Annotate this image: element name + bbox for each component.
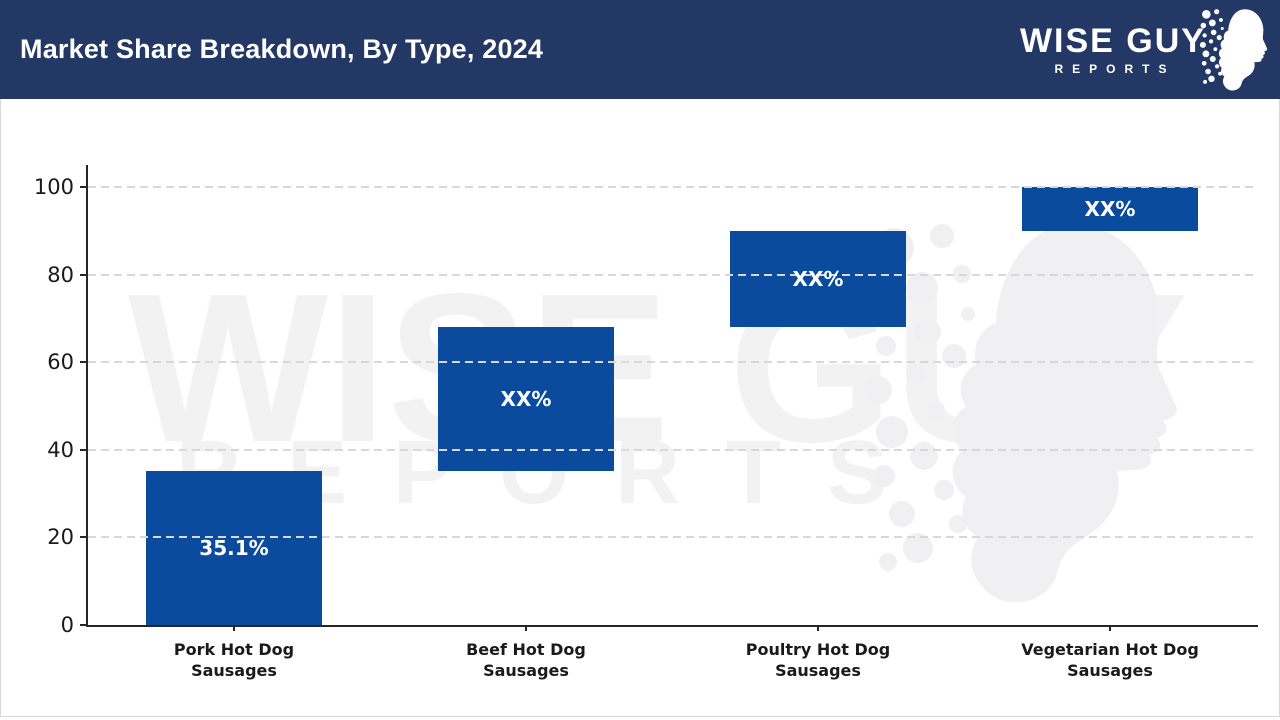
gridline-20 xyxy=(88,536,1254,539)
x-tick-mark xyxy=(817,625,819,631)
bar-vegetarian-hot-dog-sausages xyxy=(1022,187,1198,231)
category-label-poultry-hot-dog-sausages: Poultry Hot Dog Sausages xyxy=(745,640,891,680)
y-tick-label-0: 0 xyxy=(60,613,74,637)
logo-name: WISE GUY xyxy=(1019,22,1206,61)
page-title: Market Share Breakdown, By Type, 2024 xyxy=(20,34,544,64)
y-tick-mark xyxy=(80,186,88,188)
y-tick-label-40: 40 xyxy=(47,437,74,462)
gridline-100 xyxy=(88,186,1254,188)
logo-text: WISE GUY REPORTS xyxy=(1019,22,1206,76)
bar-poultry-hot-dog-sausages xyxy=(730,230,906,328)
bar-value-label-beef-hot-dog-sausages: XX% xyxy=(500,387,552,412)
y-tick-mark xyxy=(80,361,88,364)
x-axis-line xyxy=(86,625,1258,627)
bar-value-label-poultry-hot-dog-sausages: XX% xyxy=(792,266,844,291)
category-label-beef-hot-dog-sausages: Beef Hot Dog Sausages xyxy=(466,640,586,680)
x-tick-mark xyxy=(1109,625,1111,631)
gridline-40 xyxy=(88,448,1254,451)
category-label-vegetarian-hot-dog-sausages: Vegetarian Hot Dog Sausages xyxy=(1021,640,1199,680)
logo-face-icon xyxy=(1192,7,1274,93)
bar-pork-hot-dog-sausages xyxy=(146,471,322,625)
y-tick-label-100: 100 xyxy=(33,175,74,199)
bar-value-label-vegetarian-hot-dog-sausages: XX% xyxy=(1084,196,1136,221)
category-label-pork-hot-dog-sausages: Pork Hot Dog Sausages xyxy=(173,640,295,680)
y-tick-label-20: 20 xyxy=(47,525,74,550)
x-tick-mark xyxy=(525,625,527,631)
logo-subname: REPORTS xyxy=(1054,61,1176,76)
gridline-60 xyxy=(88,361,1254,364)
y-axis-line xyxy=(86,165,88,627)
bar-value-label-pork-hot-dog-sausages: 35.1% xyxy=(199,536,269,561)
header: Market Share Breakdown, By Type, 2024 WI… xyxy=(0,0,1280,99)
y-tick-label-60: 60 xyxy=(47,350,74,375)
y-tick-mark xyxy=(80,624,88,626)
y-tick-mark xyxy=(80,273,88,276)
plot-area: 35.1% Pork Hot Dog Sausages XX% Beef Hot Do… xyxy=(34,175,1256,680)
x-tick-mark xyxy=(233,625,235,631)
wise-guy-reports-logo: WISE GUY REPORTS xyxy=(1020,6,1274,94)
y-tick-mark xyxy=(80,448,88,451)
bar-beef-hot-dog-sausages xyxy=(438,327,614,472)
gridline-80 xyxy=(88,273,1254,276)
y-tick-mark xyxy=(80,536,88,539)
y-tick-label-80: 80 xyxy=(47,262,74,287)
